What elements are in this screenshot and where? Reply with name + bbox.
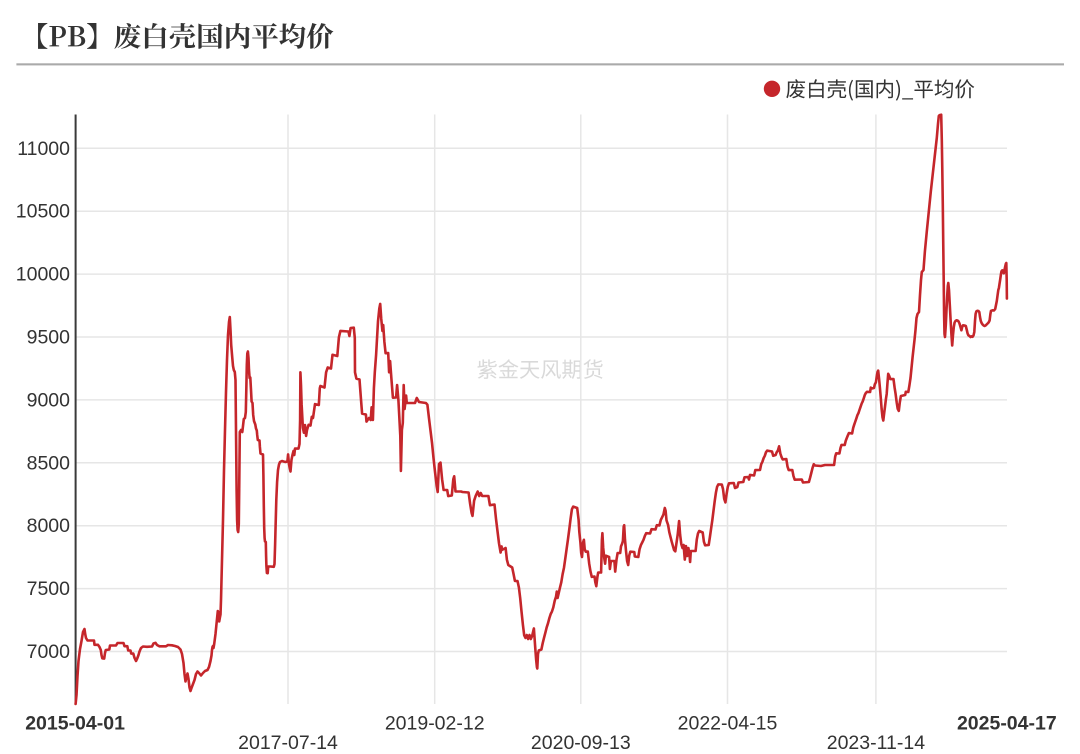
svg-text:7500: 7500 <box>27 578 71 600</box>
svg-text:2015-04-01: 2015-04-01 <box>25 713 125 735</box>
svg-text:9000: 9000 <box>27 389 71 411</box>
svg-text:10500: 10500 <box>16 201 70 223</box>
svg-text:2020-09-13: 2020-09-13 <box>531 732 631 754</box>
svg-text:8500: 8500 <box>27 452 71 474</box>
svg-text:2019-02-12: 2019-02-12 <box>385 713 485 735</box>
svg-text:2022-04-15: 2022-04-15 <box>678 713 778 735</box>
svg-text:2023-11-14: 2023-11-14 <box>827 732 925 754</box>
svg-text:10000: 10000 <box>16 264 70 286</box>
svg-text:11000: 11000 <box>17 138 70 160</box>
svg-text:9500: 9500 <box>27 327 71 349</box>
svg-text:2017-07-14: 2017-07-14 <box>238 732 338 754</box>
svg-text:8000: 8000 <box>27 515 71 537</box>
svg-text:7000: 7000 <box>27 641 71 663</box>
svg-text:2025-04-17: 2025-04-17 <box>957 713 1057 735</box>
